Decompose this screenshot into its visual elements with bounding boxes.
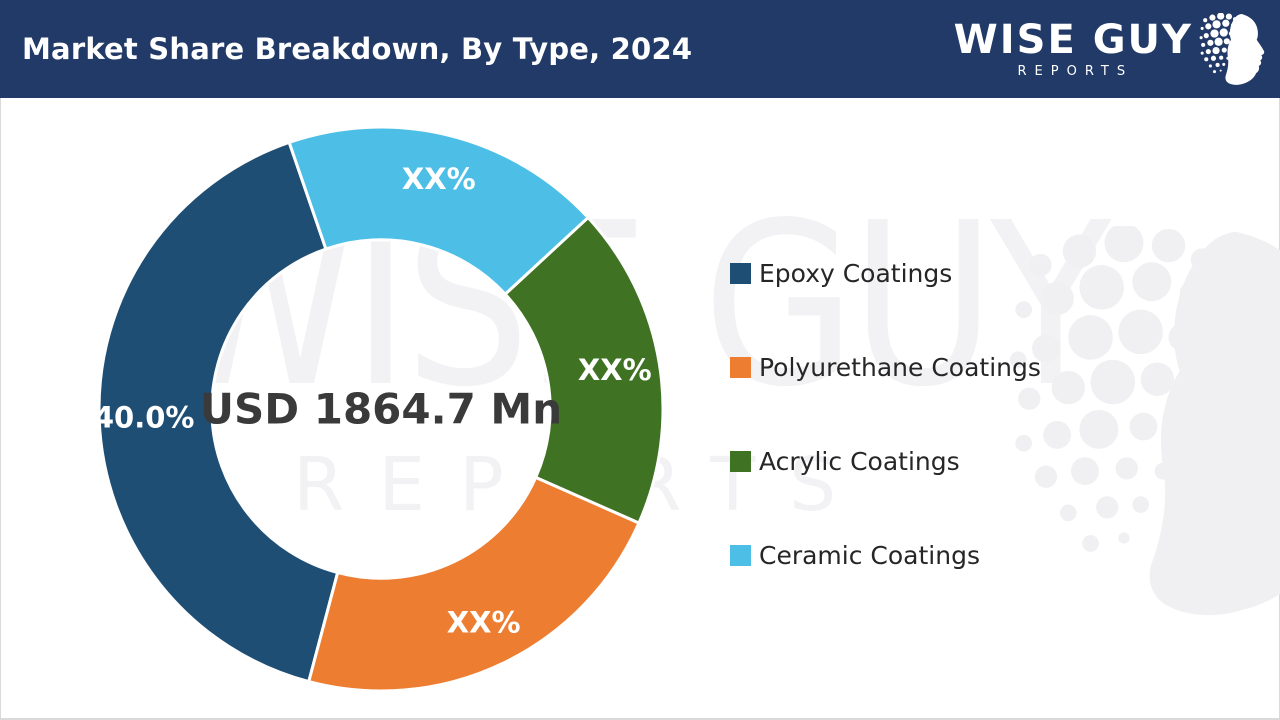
legend-swatch bbox=[730, 545, 751, 566]
legend-label: Polyurethane Coatings bbox=[759, 353, 1041, 382]
legend-label: Acrylic Coatings bbox=[759, 447, 960, 476]
legend-swatch bbox=[730, 263, 751, 284]
slice-pct-label-polyurethane-coatings: XX% bbox=[447, 606, 521, 640]
slice-pct-label-ceramic-coatings: XX% bbox=[402, 162, 476, 196]
legend-swatch bbox=[730, 451, 751, 472]
legend-label: Ceramic Coatings bbox=[759, 541, 980, 570]
brand-logo: WISE GUY REPORTS bbox=[954, 13, 1266, 85]
donut-slice-polyurethane-coatings bbox=[307, 475, 641, 693]
brand-wordmark: WISE GUY REPORTS bbox=[954, 20, 1193, 78]
slice-pct-label-epoxy-coatings: 40.0% bbox=[94, 401, 195, 435]
slice-pct-label-acrylic-coatings: XX% bbox=[578, 353, 652, 387]
legend-item-ceramic-coatings: Ceramic Coatings bbox=[730, 543, 1041, 568]
brand-name: WISE GUY bbox=[953, 17, 1193, 63]
page-title: Market Share Breakdown, By Type, 2024 bbox=[22, 32, 693, 66]
donut-slice-acrylic-coatings bbox=[503, 216, 665, 525]
legend-swatch bbox=[730, 357, 751, 378]
chart-area: WISE GUY REPORTS 40.0%XX%XX%XX% USD 1864… bbox=[0, 98, 1280, 720]
header: Market Share Breakdown, By Type, 2024 WI… bbox=[0, 0, 1280, 98]
donut-slice-ceramic-coatings bbox=[287, 125, 590, 296]
donut-center-value: USD 1864.7 Mn bbox=[200, 385, 562, 434]
donut-chart: 40.0% XX% XX% XX% USD 1864.7 Mn bbox=[94, 125, 665, 693]
brand-face-icon bbox=[1199, 13, 1266, 85]
legend-item-polyurethane-coatings: Polyurethane Coatings bbox=[730, 355, 1041, 380]
legend-item-epoxy-coatings: Epoxy Coatings bbox=[730, 261, 1041, 286]
donut-slice-epoxy-coatings bbox=[97, 140, 340, 684]
brand-subtitle: REPORTS bbox=[1017, 64, 1134, 79]
donut-slices bbox=[97, 125, 665, 693]
legend-item-acrylic-coatings: Acrylic Coatings bbox=[730, 449, 1041, 474]
legend: Epoxy Coatings Polyurethane Coatings Acr… bbox=[730, 261, 1041, 568]
donut-slice-labels: 40.0% XX% XX% XX% bbox=[94, 162, 652, 639]
legend-label: Epoxy Coatings bbox=[759, 259, 953, 288]
